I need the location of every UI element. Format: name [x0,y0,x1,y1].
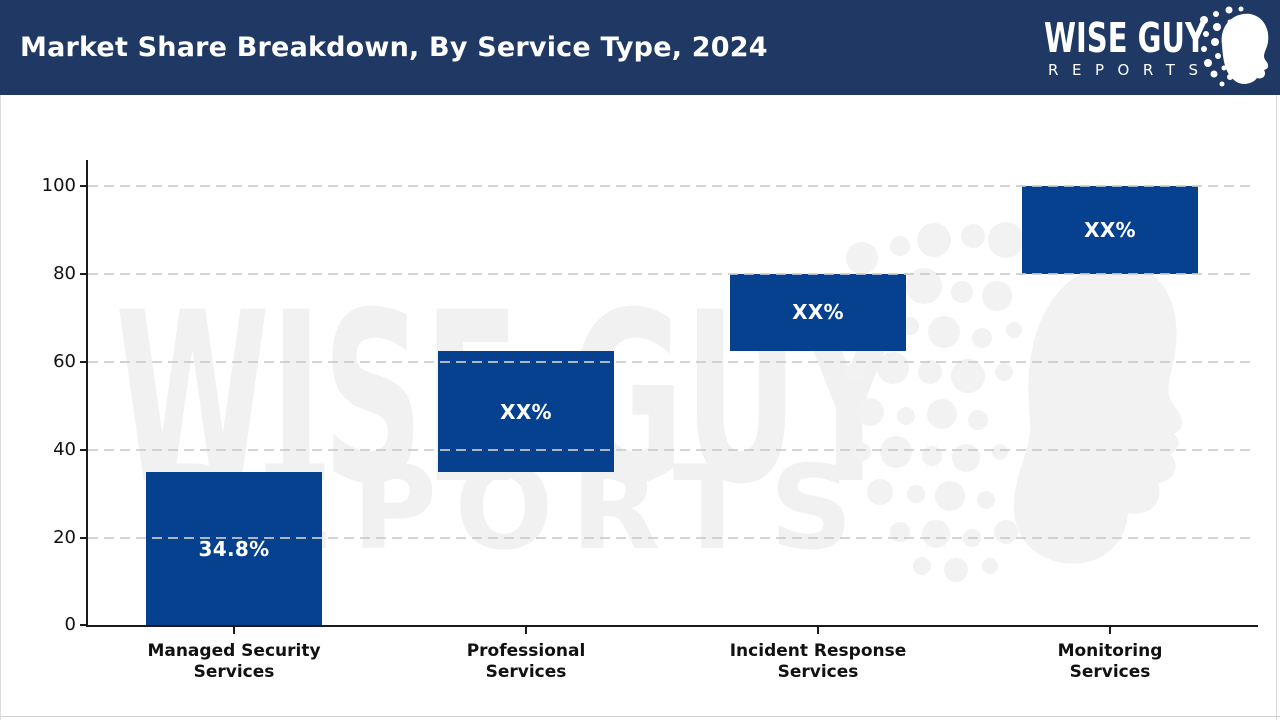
y-tick-100 [80,185,87,187]
x-axis-line [86,625,1258,628]
y-tick-80 [80,272,87,275]
bar-2: XX% [438,350,614,473]
y-tick-label-20: 20 [53,526,76,548]
y-tick-label-40: 40 [53,438,76,460]
y-tick-40 [80,448,87,451]
category-label-3: Incident Response Services [729,641,907,682]
category-label-2: Professional Services [466,641,586,682]
header-band: Market Share Breakdown, By Service Type,… [0,0,1280,95]
category-label-1: Managed Security Services [147,641,321,682]
right-hairline [1276,95,1277,720]
logo-face-icon [1200,6,1269,87]
gridline-y100 [88,185,1256,187]
y-tick-label-80: 80 [53,262,76,284]
wise-guy-logo: WISE GUY REPORTS [1044,6,1269,87]
y-tick-label-100: 100 [41,175,76,196]
watermark-face-dots-icon [844,222,1183,582]
category-label-4: Monitoring Services [1057,641,1163,682]
y-tick-60 [80,360,87,363]
y-axis-line [86,160,88,628]
left-hairline [0,95,1,720]
logo-brand-text: WISE GUY [1044,14,1207,62]
bottom-hairline [0,716,1280,717]
gridline-y60 [88,360,1256,363]
y-tick-label-60: 60 [53,350,76,372]
y-tick-20 [80,536,87,539]
bar-label-1: 34.8% [198,536,270,561]
bar-3: XX% [730,273,906,351]
gridline-y40 [88,448,1256,451]
bar-label-4: XX% [1084,217,1136,242]
x-tick-4 [1109,627,1111,635]
gridline-y80 [88,272,1256,275]
bar-1: 34.8% [146,472,322,626]
x-tick-2 [525,627,527,635]
gridline-y20 [88,536,1256,539]
x-tick-1 [233,627,235,635]
plot-area: WISE GUY REPORTS [0,95,1280,720]
chart-title: Market Share Breakdown, By Service Type,… [20,32,768,63]
bar-label-2: XX% [500,399,552,424]
x-tick-3 [817,627,819,635]
bar-label-3: XX% [792,300,844,325]
y-tick-label-0: 0 [64,614,76,636]
bar-4: XX% [1022,186,1198,274]
y-tick-0 [80,624,87,627]
